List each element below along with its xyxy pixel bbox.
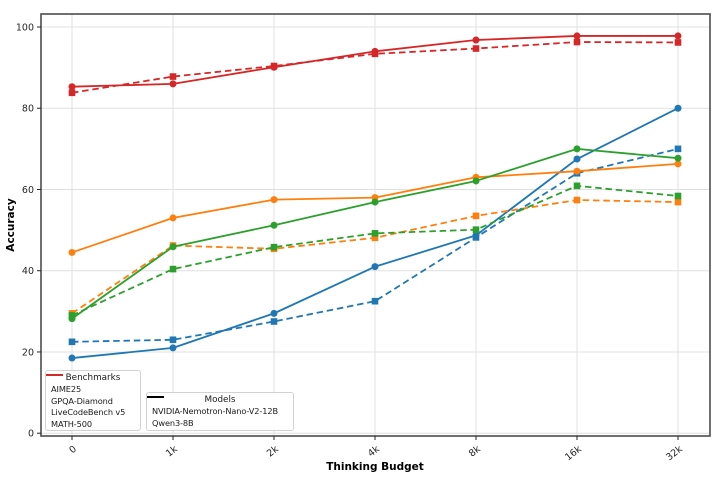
- data-point: [169, 265, 177, 273]
- data-point: [169, 344, 177, 352]
- legend-item-qwen3: Qwen3-8B: [147, 396, 293, 429]
- data-point: [573, 145, 581, 153]
- data-point: [169, 80, 177, 88]
- data-point: [674, 145, 682, 153]
- legend-label: Qwen3-8B: [152, 417, 194, 428]
- math500-line-swatch-icon: [46, 374, 63, 376]
- y-tick-label: 20: [22, 347, 34, 358]
- legend-benchmarks: Benchmarks AIME25 GPQA-Diamond LiveCodeB…: [45, 370, 141, 431]
- legend-item-gpqa-diamond: GPQA-Diamond: [46, 374, 140, 407]
- data-point: [169, 73, 177, 80]
- data-point: [371, 230, 379, 237]
- data-point: [674, 39, 682, 46]
- legend-label: NVIDIA-Nemotron-Nano-V2-12B: [152, 406, 278, 417]
- data-point: [270, 318, 278, 325]
- data-point: [573, 182, 581, 190]
- legend-item-aime25: AIME25: [46, 374, 140, 396]
- data-point: [371, 263, 379, 271]
- legend-benchmarks-title: Benchmarks: [65, 373, 121, 383]
- data-point: [371, 50, 379, 58]
- y-tick-label: 80: [22, 104, 34, 115]
- data-point: [270, 309, 278, 317]
- x-tick-label: 16k: [563, 443, 584, 463]
- legend-item-livecodebench: LiveCodeBench v5: [46, 374, 140, 419]
- data-point: [68, 312, 76, 319]
- data-point: [270, 243, 278, 251]
- data-point: [472, 234, 480, 241]
- x-tick-label: 32k: [664, 443, 685, 463]
- x-tick-label: 2k: [265, 443, 281, 459]
- data-point: [472, 212, 480, 220]
- data-point: [169, 243, 177, 251]
- series-layer: [68, 32, 682, 362]
- x-axis-label: Thinking Budget: [326, 461, 424, 473]
- y-tick-label: 40: [22, 266, 34, 277]
- data-point: [674, 104, 682, 112]
- data-point: [573, 196, 581, 204]
- dashed-line-swatch-icon: [147, 396, 164, 398]
- data-point: [169, 336, 177, 344]
- data-point: [472, 36, 480, 44]
- data-point: [371, 198, 379, 206]
- data-point: [674, 192, 682, 200]
- data-point: [472, 226, 480, 233]
- grid-layer: [41, 14, 710, 436]
- data-point: [472, 45, 480, 52]
- x-tick-label: 8k: [467, 443, 483, 459]
- legend-label: MATH-500: [51, 419, 92, 430]
- legend-label: AIME25: [51, 384, 82, 395]
- data-point: [270, 62, 278, 70]
- data-point: [573, 167, 581, 175]
- data-point: [68, 248, 76, 256]
- data-point: [573, 38, 581, 46]
- data-point: [68, 354, 76, 362]
- legend-models: Models NVIDIA-Nemotron-Nano-V2-12B Qwen3…: [146, 392, 294, 431]
- data-point: [371, 234, 379, 242]
- data-point: [573, 32, 581, 40]
- x-tick-label: 1k: [164, 443, 180, 459]
- legend-item-math500: MATH-500: [46, 374, 140, 430]
- data-point: [68, 89, 76, 97]
- legend-label: GPQA-Diamond: [51, 395, 113, 406]
- data-point: [371, 297, 379, 305]
- data-point: [674, 198, 682, 206]
- y-tick-label: 0: [28, 429, 34, 440]
- data-point: [68, 338, 76, 346]
- data-point: [270, 196, 278, 204]
- data-point: [573, 155, 581, 163]
- y-axis-label: Accuracy: [5, 198, 17, 252]
- legend-models-title: Models: [204, 395, 236, 405]
- data-point: [169, 214, 177, 222]
- data-point: [472, 177, 480, 185]
- data-point: [674, 160, 682, 168]
- legend-label: LiveCodeBench v5: [51, 407, 126, 418]
- y-tick-label: 60: [22, 185, 34, 196]
- legend-item-nemotron: NVIDIA-Nemotron-Nano-V2-12B: [147, 396, 293, 418]
- data-point: [270, 221, 278, 229]
- data-point: [674, 32, 682, 40]
- data-point: [674, 154, 682, 162]
- x-tick-label: 4k: [366, 443, 382, 459]
- data-point: [68, 83, 76, 91]
- y-tick-label: 100: [16, 22, 34, 33]
- x-tick-label: 0: [67, 444, 79, 456]
